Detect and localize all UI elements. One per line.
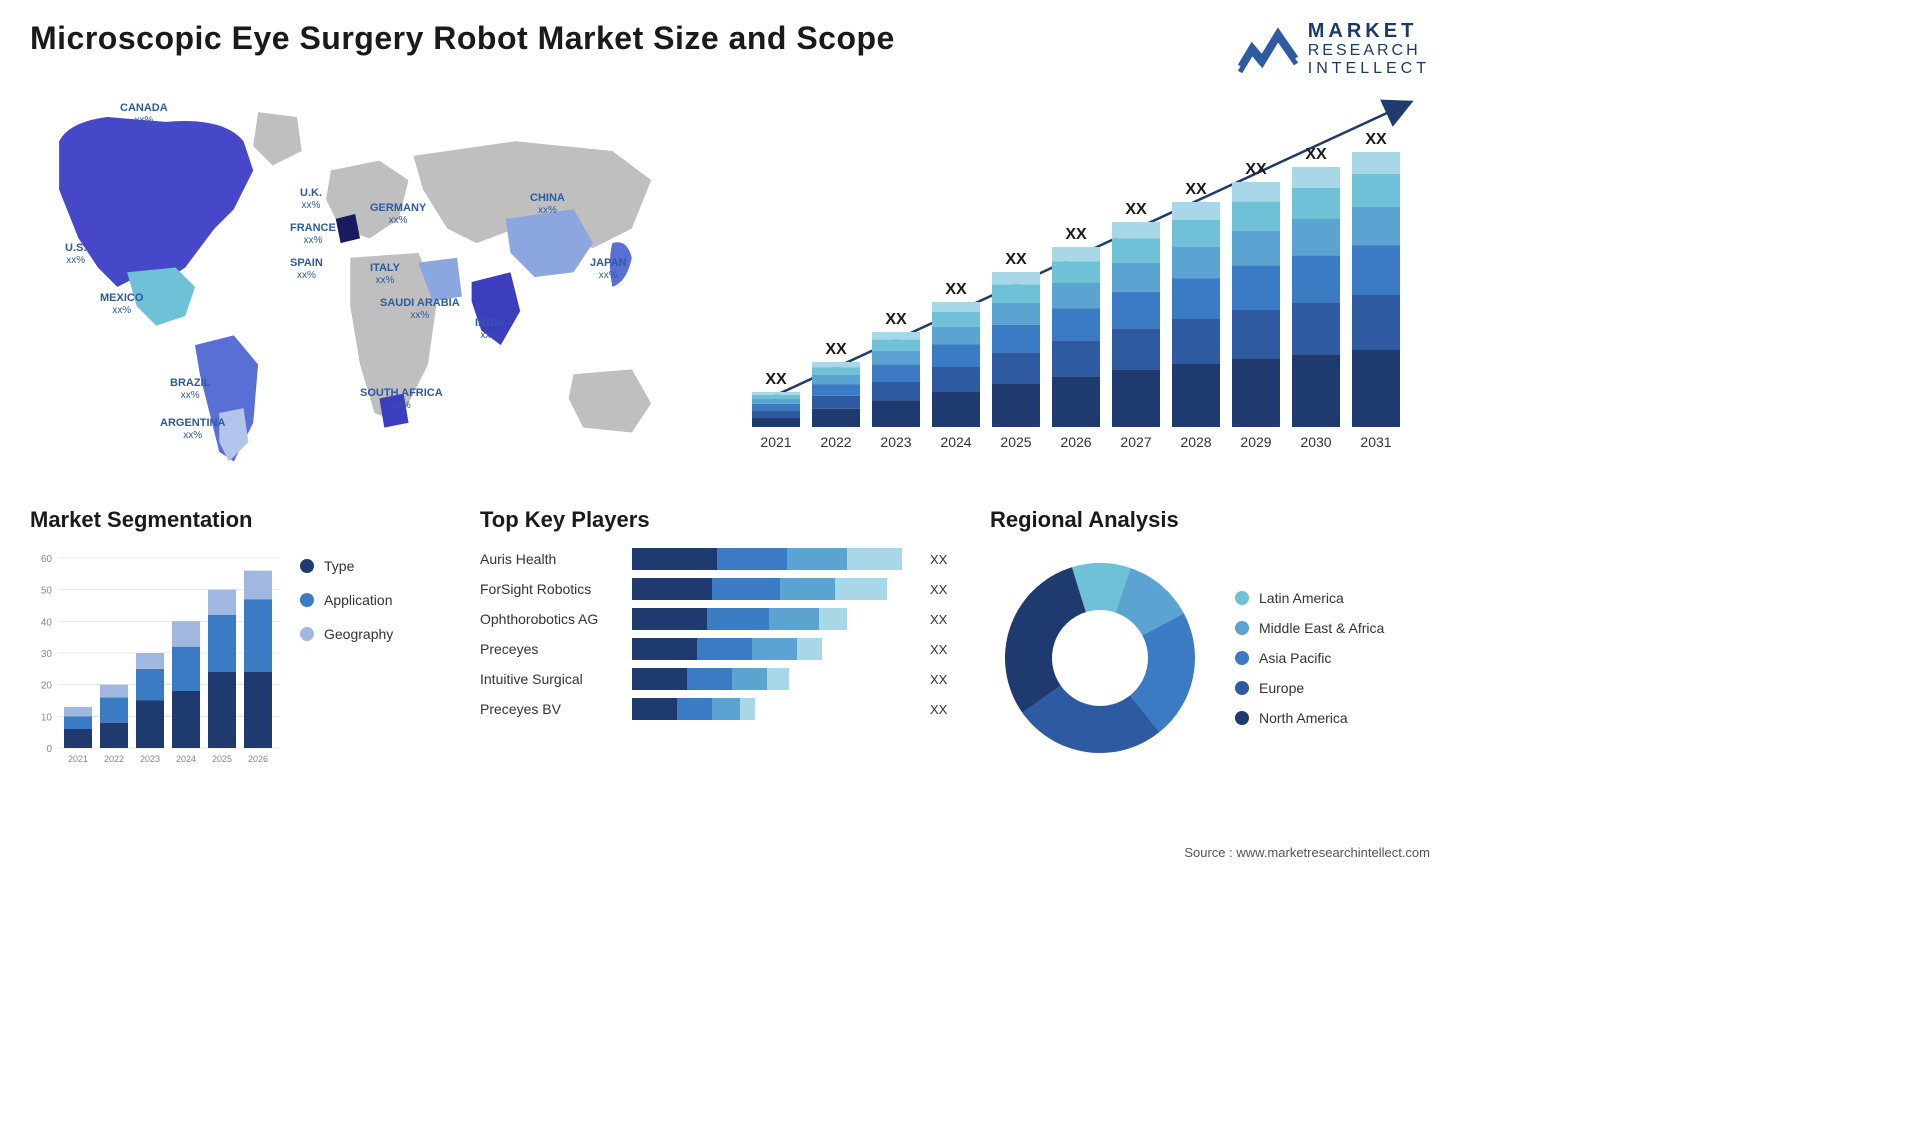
player-row: PreceyesXX [480, 638, 960, 660]
svg-text:60: 60 [41, 554, 53, 565]
svg-text:2022: 2022 [820, 434, 851, 450]
svg-text:XX: XX [825, 341, 847, 358]
country-label: BRAZILxx% [170, 377, 210, 401]
legend-item: Type [300, 558, 393, 574]
svg-text:2023: 2023 [880, 434, 911, 450]
svg-text:XX: XX [945, 281, 967, 298]
source-text: Source : www.marketresearchintellect.com [1184, 845, 1430, 860]
world-map-panel: CANADAxx% U.S.xx% MEXICOxx% BRAZILxx% ARGENT… [30, 87, 690, 477]
svg-text:2030: 2030 [1300, 434, 1331, 450]
regional-donut-chart [990, 548, 1210, 768]
country-label: FRANCExx% [290, 222, 336, 246]
svg-text:2021: 2021 [68, 754, 88, 764]
country-label: CHINAxx% [530, 192, 565, 216]
country-label: MEXICOxx% [100, 292, 143, 316]
svg-text:50: 50 [41, 586, 53, 597]
country-label: U.K.xx% [300, 187, 322, 211]
legend-item: North America [1235, 710, 1384, 726]
players-bar-chart: Auris HealthXX ForSight RoboticsXX Ophthor… [480, 548, 960, 720]
svg-text:2031: 2031 [1360, 434, 1391, 450]
country-label: GERMANYxx% [370, 202, 426, 226]
svg-text:2029: 2029 [1240, 434, 1271, 450]
logo-text-3: INTELLECT [1308, 60, 1430, 78]
brand-logo: MARKET RESEARCH INTELLECT [1238, 20, 1430, 77]
logo-text-2: RESEARCH [1308, 42, 1430, 60]
svg-text:20: 20 [41, 681, 53, 692]
page-title: Microscopic Eye Surgery Robot Market Siz… [30, 20, 895, 57]
svg-text:30: 30 [41, 649, 53, 660]
svg-text:2023: 2023 [140, 754, 160, 764]
legend-item: Asia Pacific [1235, 650, 1384, 666]
svg-text:40: 40 [41, 618, 53, 629]
legend-item: Middle East & Africa [1235, 620, 1384, 636]
svg-text:10: 10 [41, 713, 53, 724]
country-label: SOUTH AFRICAxx% [360, 387, 443, 411]
world-map [30, 87, 690, 477]
svg-text:XX: XX [1185, 181, 1207, 198]
svg-text:2026: 2026 [248, 754, 268, 764]
player-row: Intuitive SurgicalXX [480, 668, 960, 690]
segmentation-bar-chart: 0 10 20 30 40 50 60 2021 2022 2023 2024 2025 2026 [30, 548, 280, 768]
country-label: SAUDI ARABIAxx% [380, 297, 460, 321]
player-row: Preceyes BVXX [480, 698, 960, 720]
country-label: ITALYxx% [370, 262, 400, 286]
growth-chart-panel: XX 2021 XX 2022 XX 2023 XX 2024 XX 2025 XX 2026 XX 20… [730, 87, 1430, 477]
regional-legend: Latin America Middle East & Africa Asia Pa… [1235, 590, 1384, 726]
svg-text:2026: 2026 [1060, 434, 1091, 450]
player-row: ForSight RoboticsXX [480, 578, 960, 600]
player-row: Auris HealthXX [480, 548, 960, 570]
country-label: CANADAxx% [120, 102, 168, 126]
svg-text:0: 0 [46, 744, 52, 755]
svg-text:XX: XX [1365, 131, 1387, 148]
legend-item: Geography [300, 626, 393, 642]
regional-title: Regional Analysis [990, 507, 1430, 533]
country-label: INDIAxx% [475, 317, 505, 341]
svg-text:XX: XX [1065, 226, 1087, 243]
segmentation-legend: Type Application Geography [300, 548, 393, 768]
logo-icon [1238, 24, 1298, 74]
logo-text-1: MARKET [1308, 20, 1430, 42]
svg-text:XX: XX [765, 371, 787, 388]
country-label: ARGENTINAxx% [160, 417, 225, 441]
svg-text:XX: XX [1125, 201, 1147, 218]
svg-text:2028: 2028 [1180, 434, 1211, 450]
legend-item: Latin America [1235, 590, 1384, 606]
country-label: SPAINxx% [290, 257, 323, 281]
svg-text:2021: 2021 [760, 434, 791, 450]
svg-text:2024: 2024 [940, 434, 971, 450]
country-label: JAPANxx% [590, 257, 626, 281]
svg-text:XX: XX [1005, 251, 1027, 268]
legend-item: Application [300, 592, 393, 608]
svg-text:2025: 2025 [212, 754, 232, 764]
svg-text:2022: 2022 [104, 754, 124, 764]
player-row: Ophthorobotics AGXX [480, 608, 960, 630]
svg-text:XX: XX [1305, 146, 1327, 163]
svg-text:2027: 2027 [1120, 434, 1151, 450]
growth-bar-chart: XX 2021 XX 2022 XX 2023 XX 2024 XX 2025 XX 2026 XX 20… [740, 87, 1420, 467]
legend-item: Europe [1235, 680, 1384, 696]
svg-text:XX: XX [1245, 161, 1267, 178]
country-label: U.S.xx% [65, 242, 86, 266]
segmentation-title: Market Segmentation [30, 507, 450, 533]
svg-text:2024: 2024 [176, 754, 196, 764]
players-title: Top Key Players [480, 507, 960, 533]
svg-text:2025: 2025 [1000, 434, 1031, 450]
svg-text:XX: XX [885, 311, 907, 328]
